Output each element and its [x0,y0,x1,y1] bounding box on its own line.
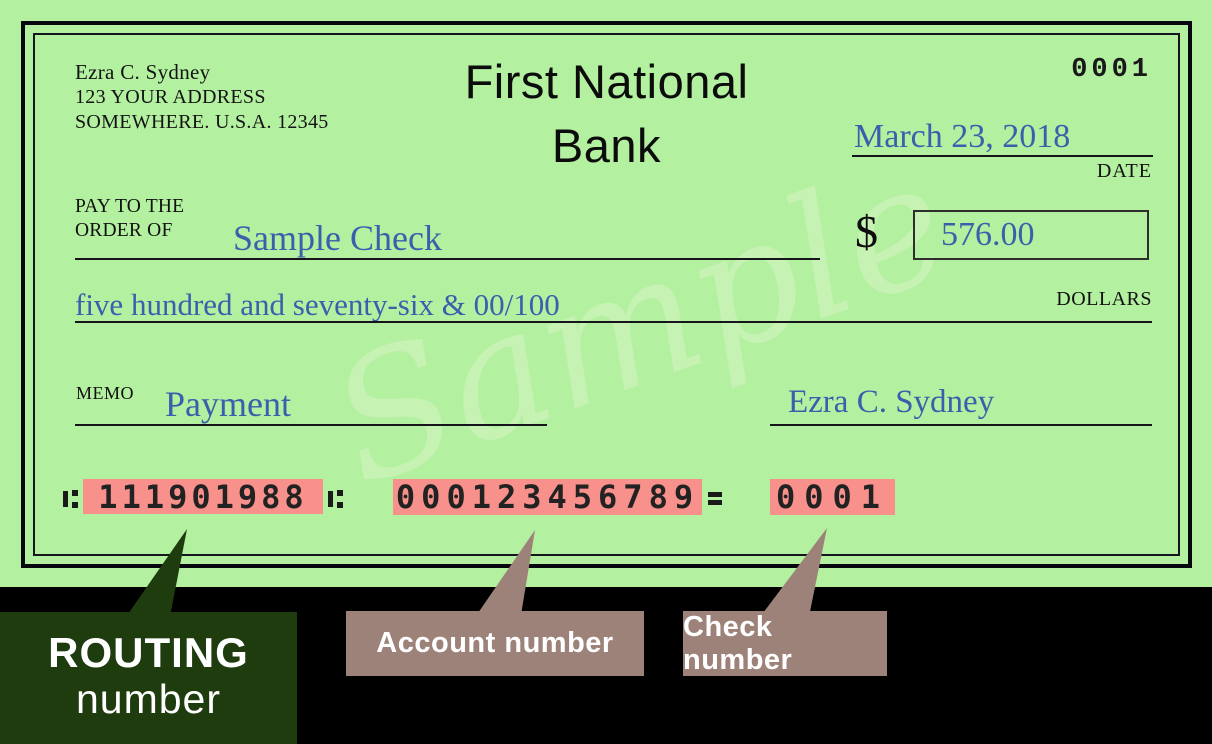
payee-name: Sample Check [233,218,442,258]
bank-name-line2: Bank [551,119,662,172]
payer-address-block: Ezra C. Sydney 123 YOUR ADDRESS SOMEWHER… [75,60,329,135]
account-number-highlight: 000123456789 [393,478,702,516]
dollar-sign: $ [855,206,878,257]
bank-name-line1: First National [464,55,749,108]
routing-number-callout: ROUTING number [0,612,297,744]
memo-label: MEMO [76,383,135,403]
micr-transit-bar [63,491,68,507]
signature-line [770,424,1152,426]
date-line [852,155,1153,157]
account-number-callout: Account number [346,611,644,676]
check-inner-border [33,33,1180,556]
amount-box [913,210,1149,260]
pay-to-label: PAY TO THE ORDER OF [75,195,184,243]
amount-words: five hundred and seventy-six & 00/100 [75,287,560,322]
date-value: March 23, 2018 [854,118,1071,155]
payee-line [75,258,820,260]
micr-transit-icon [328,488,343,510]
pay-to-label-line1: PAY TO THE [75,196,185,217]
pay-to-label-line2: ORDER OF [75,220,173,241]
payer-address-line2: SOMEWHERE. U.S.A. 12345 [75,111,329,133]
micr-onus-icon [708,492,722,505]
routing-number-highlight: 111901988 [83,478,323,516]
check-number-highlight: 0001 [770,478,895,516]
routing-callout-line1: ROUTING [48,629,249,676]
dollars-label: DOLLARS [1056,288,1152,310]
micr-transit-dots [337,490,343,508]
signature: Ezra C. Sydney [788,384,995,420]
check-number-top: 0001 [1071,55,1152,85]
micr-transit-bar [328,491,333,507]
micr-transit-dots [72,490,78,508]
amount-words-line [75,321,1152,323]
check-outer-border [21,21,1192,568]
micr-transit-icon [63,488,78,510]
payer-name: Ezra C. Sydney [75,60,211,84]
check-number-callout: Check number [683,611,887,676]
amount-numeric: 576.00 [941,216,1035,253]
payer-address-line1: 123 YOUR ADDRESS [75,86,266,108]
routing-callout-line2: number [75,676,221,722]
date-label: DATE [1096,160,1152,182]
memo-line [75,424,547,426]
memo-value: Payment [165,384,291,424]
